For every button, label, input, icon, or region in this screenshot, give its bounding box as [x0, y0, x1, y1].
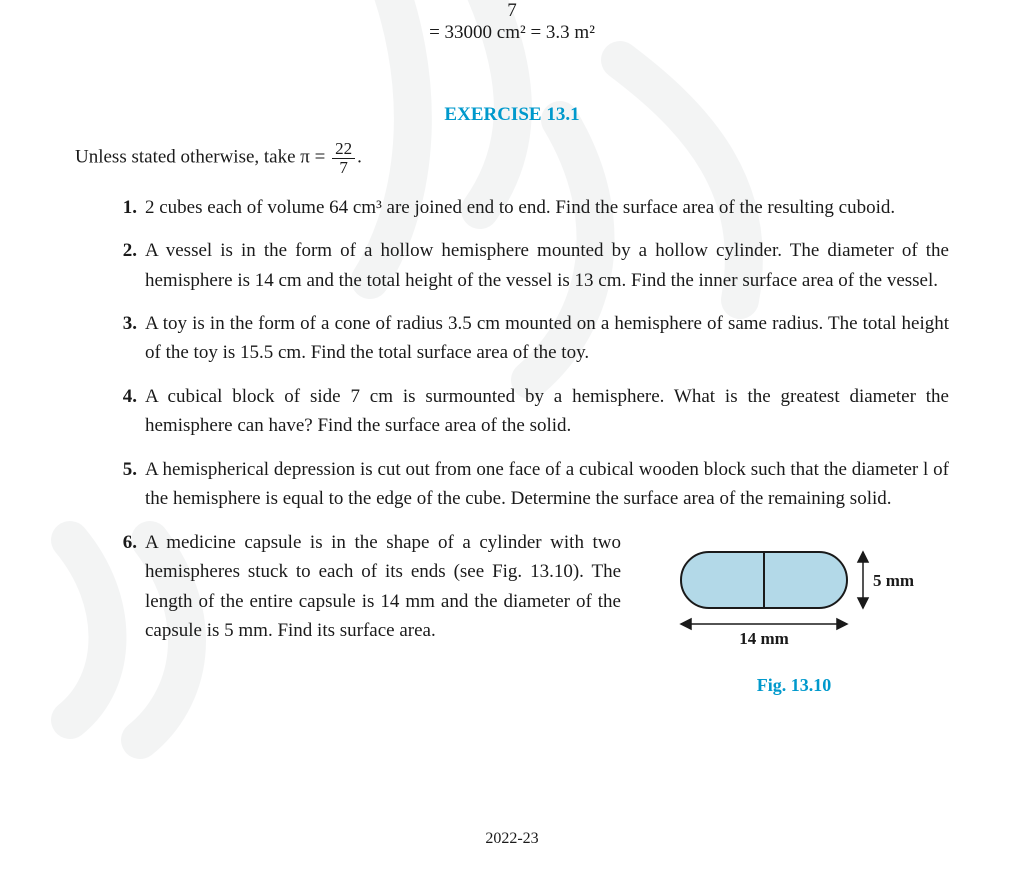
problem-number: 1.	[111, 193, 137, 222]
problem-item: 6. A medicine capsule is in the shape of…	[117, 528, 949, 700]
problem-item: 3. A toy is in the form of a cone of rad…	[117, 309, 949, 368]
problem-text: A cubical block of side 7 cm is surmount…	[145, 386, 949, 436]
instruction-line: Unless stated otherwise, take π = 227.	[75, 140, 949, 177]
problem-item: 5. A hemispherical depression is cut out…	[117, 455, 949, 514]
height-dimension	[858, 552, 868, 608]
top-equation: = 33000 cm² = 3.3 m²	[75, 22, 949, 44]
figure-caption: Fig. 13.10	[639, 672, 949, 700]
problem-number: 4.	[111, 382, 137, 411]
instruction-suffix: .	[357, 147, 362, 168]
problem-text: A hemispherical depression is cut out fr…	[145, 459, 949, 509]
problem-number: 2.	[111, 236, 137, 265]
problem-number: 6.	[111, 528, 137, 557]
figure-container: 14 mm 5 mm Fig. 13.10	[639, 528, 949, 700]
height-label: 5 mm	[873, 571, 914, 590]
exercise-heading: EXERCISE 13.1	[75, 104, 949, 126]
problem-text: 2 cubes each of volume 64 cm³ are joined…	[145, 197, 895, 218]
problem-item: 1. 2 cubes each of volume 64 cm³ are joi…	[117, 193, 949, 222]
problem-item: 4. A cubical block of side 7 cm is surmo…	[117, 382, 949, 441]
pi-fraction: 227	[330, 140, 357, 177]
capsule-shape	[681, 552, 847, 608]
length-label: 14 mm	[739, 629, 789, 648]
problem-6-wrap: A medicine capsule is in the shape of a …	[145, 528, 949, 700]
problem-number: 3.	[111, 309, 137, 338]
problem-text: A medicine capsule is in the shape of a …	[145, 528, 639, 646]
problems-list: 1. 2 cubes each of volume 64 cm³ are joi…	[75, 193, 949, 700]
page-content: 7 = 33000 cm² = 3.3 m² EXERCISE 13.1 Unl…	[0, 0, 1024, 700]
problem-text: A toy is in the form of a cone of radius…	[145, 313, 949, 363]
instruction-prefix: Unless stated otherwise, take π =	[75, 147, 330, 168]
footer-year: 2022-23	[0, 830, 1024, 848]
capsule-figure: 14 mm 5 mm	[649, 532, 939, 662]
equation-denominator-fragment: 7	[75, 0, 949, 22]
problem-text: A vessel is in the form of a hollow hemi…	[145, 240, 949, 290]
width-dimension	[681, 619, 847, 629]
fraction-denominator: 7	[332, 159, 355, 177]
problem-item: 2. A vessel is in the form of a hollow h…	[117, 236, 949, 295]
fraction-numerator: 22	[332, 140, 355, 159]
problem-number: 5.	[111, 455, 137, 484]
